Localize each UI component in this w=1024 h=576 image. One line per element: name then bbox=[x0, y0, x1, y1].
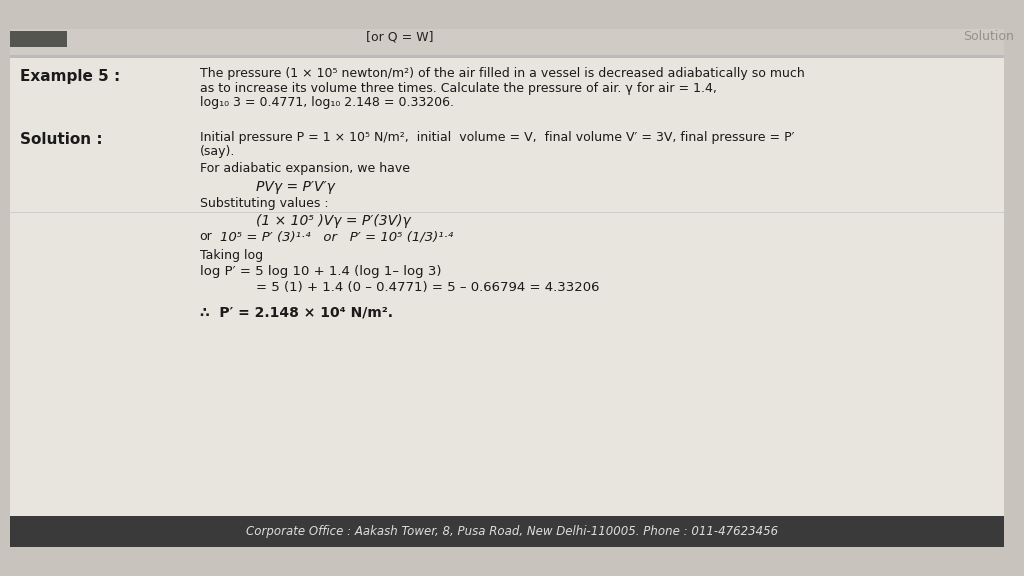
Text: Example 5 :: Example 5 : bbox=[20, 69, 121, 84]
Text: 10⁵ = P′ (3)¹·⁴   or   P′ = 10⁵ (1/3)¹·⁴: 10⁵ = P′ (3)¹·⁴ or P′ = 10⁵ (1/3)¹·⁴ bbox=[220, 230, 454, 244]
Text: Solution: Solution bbox=[963, 31, 1014, 43]
Text: Substituting values :: Substituting values : bbox=[200, 197, 329, 210]
Text: ∴  P′ = 2.148 × 10⁴ N/m².: ∴ P′ = 2.148 × 10⁴ N/m². bbox=[200, 305, 392, 319]
Text: = 5 (1) + 1.4 (0 – 0.4771) = 5 – 0.66794 = 4.33206: = 5 (1) + 1.4 (0 – 0.4771) = 5 – 0.66794… bbox=[256, 281, 599, 294]
Text: log P′ = 5 log 10 + 1.4 (log 1– log 3): log P′ = 5 log 10 + 1.4 (log 1– log 3) bbox=[200, 265, 441, 278]
Bar bbox=[10, 516, 1004, 547]
Text: For adiabatic expansion, we have: For adiabatic expansion, we have bbox=[200, 162, 410, 176]
Text: Solution :: Solution : bbox=[20, 132, 103, 147]
Text: [or Q = W]: [or Q = W] bbox=[366, 31, 433, 43]
Text: (1 × 10⁵ )Vγ = P′(3V)γ: (1 × 10⁵ )Vγ = P′(3V)γ bbox=[256, 214, 411, 228]
Bar bbox=[10, 212, 1004, 213]
Text: or: or bbox=[200, 230, 212, 244]
Bar bbox=[10, 29, 1004, 55]
Text: log₁₀ 3 = 0.4771, log₁₀ 2.148 = 0.33206.: log₁₀ 3 = 0.4771, log₁₀ 2.148 = 0.33206. bbox=[200, 96, 454, 109]
Text: Initial pressure P = 1 × 10⁵ N/m²,  initial  volume = V,  final volume V′ = 3V, : Initial pressure P = 1 × 10⁵ N/m², initi… bbox=[200, 131, 795, 144]
Text: Corporate Office : Aakash Tower, 8, Pusa Road, New Delhi-110005. Phone : 011-476: Corporate Office : Aakash Tower, 8, Pusa… bbox=[246, 525, 778, 538]
Text: PVγ = P′V′γ: PVγ = P′V′γ bbox=[256, 180, 335, 194]
Text: as to increase its volume three times. Calculate the pressure of air. γ for air : as to increase its volume three times. C… bbox=[200, 82, 717, 95]
Bar bbox=[10, 55, 1004, 58]
Bar bbox=[10, 31, 67, 47]
Text: Taking log: Taking log bbox=[200, 249, 263, 262]
Text: The pressure (1 × 10⁵ newton/m²) of the air filled in a vessel is decreased adia: The pressure (1 × 10⁵ newton/m²) of the … bbox=[200, 67, 805, 81]
Text: (say).: (say). bbox=[200, 145, 236, 158]
